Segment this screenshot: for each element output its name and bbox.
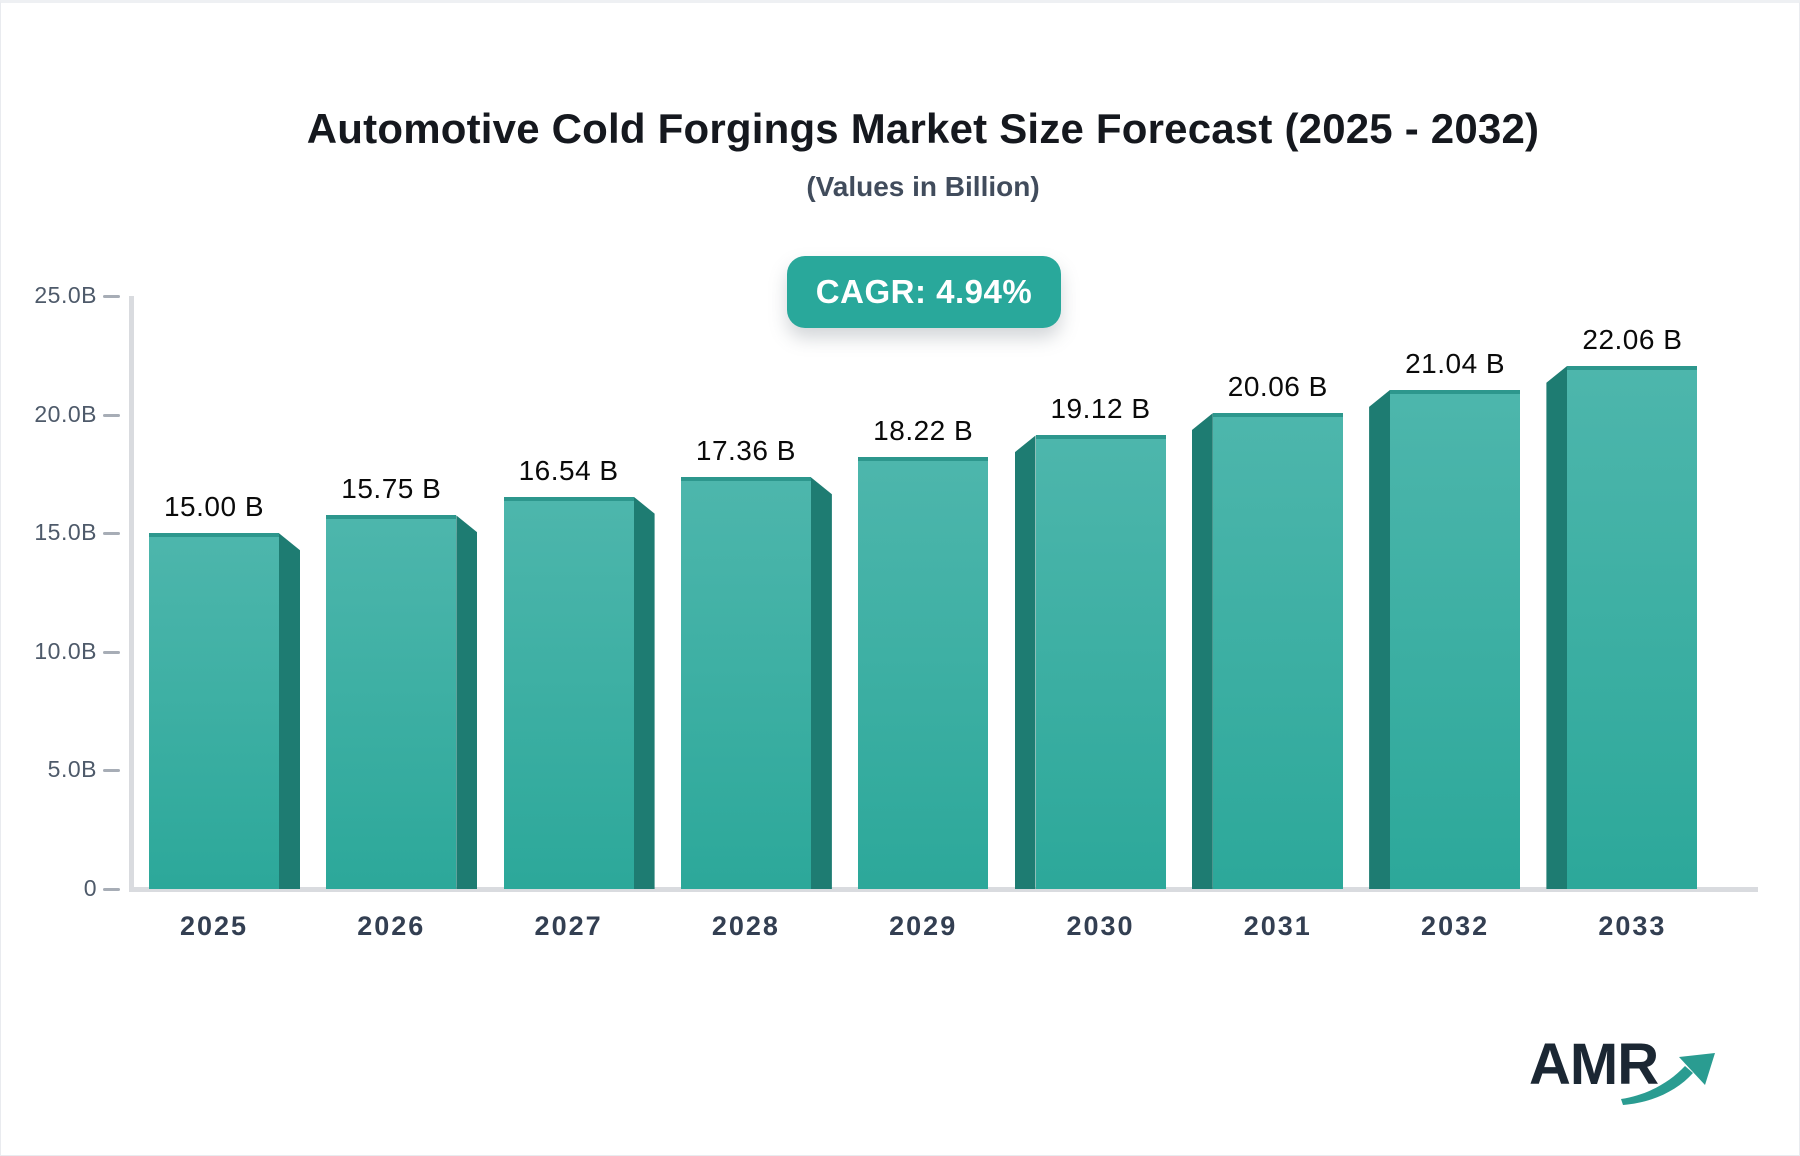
bar-2031 xyxy=(1212,413,1343,889)
x-axis-label: 2030 xyxy=(1066,911,1135,941)
y-tick-dash xyxy=(103,413,120,417)
x-axis-label: 2025 xyxy=(179,911,249,941)
bar-value-label: 17.36 B xyxy=(695,435,796,467)
y-tick-label: 20.0B xyxy=(34,400,97,427)
x-axis-label: 2032 xyxy=(1421,911,1490,941)
bar-2029 xyxy=(858,456,989,889)
chart-subtitle: (Values in Billion) xyxy=(806,171,1040,202)
y-tick-label: 5.0B xyxy=(47,756,97,783)
bar-value-label: 19.12 B xyxy=(1050,393,1151,425)
y-tick-label: 25.0B xyxy=(34,282,97,308)
bar-side-face xyxy=(810,477,832,889)
bar-side-face xyxy=(279,533,300,889)
bar-2028 xyxy=(680,477,811,889)
bar-2027 xyxy=(503,496,634,889)
bar-value-label: 15.00 B xyxy=(163,491,265,523)
bar-side-face xyxy=(633,496,655,889)
y-tick-label: 10.0B xyxy=(34,637,97,664)
x-axis-label: 2027 xyxy=(534,911,603,941)
bar-2026 xyxy=(326,515,457,889)
y-axis-line xyxy=(129,296,134,889)
y-tick-dash xyxy=(103,295,120,298)
bar-side-face xyxy=(1546,365,1568,889)
growth-arrow-icon xyxy=(1621,1053,1715,1105)
amr-logo-text: AMR xyxy=(1529,1032,1659,1097)
bar-value-label: 21.04 B xyxy=(1405,347,1506,379)
y-tick-dash xyxy=(103,888,120,891)
y-tick-label: 0 xyxy=(83,875,97,901)
bar-value-label: 16.54 B xyxy=(518,454,619,486)
chart-title: Automotive Cold Forgings Market Size For… xyxy=(306,105,1540,152)
plot-area: 0 5.0B 10.0B 15.0B 20.0B 25.0B 15.00 B 2025 15.7… xyxy=(1,3,1799,1155)
bar-side-face xyxy=(456,515,478,889)
amr-logo: AMR xyxy=(1529,1035,1719,1115)
x-axis-label: 2026 xyxy=(357,911,426,941)
x-axis-label: 2033 xyxy=(1598,911,1667,941)
bar-value-label: 18.22 B xyxy=(873,414,974,446)
x-axis-label: 2031 xyxy=(1243,911,1312,941)
bar-value-label: 15.75 B xyxy=(341,473,442,505)
y-tick-dash xyxy=(103,650,120,654)
x-axis-label: 2029 xyxy=(889,911,958,941)
bar-2025 xyxy=(149,533,279,889)
bar-side-face xyxy=(1191,413,1213,889)
bar-2033 xyxy=(1567,365,1698,889)
x-axis-line xyxy=(129,887,1758,892)
y-tick-dash xyxy=(103,532,120,536)
x-axis-label: 2028 xyxy=(711,911,780,941)
bar-2032 xyxy=(1390,389,1521,889)
bar-2030 xyxy=(1035,435,1166,889)
bar-side-face xyxy=(1369,389,1391,889)
bar-value-label: 22.06 B xyxy=(1582,323,1683,355)
y-tick-dash xyxy=(103,769,120,773)
cagr-badge: CAGR: 4.94% xyxy=(787,256,1061,328)
y-tick-label: 15.0B xyxy=(34,519,97,546)
bar-side-face xyxy=(1014,435,1036,889)
bar-value-label: 20.06 B xyxy=(1227,371,1328,403)
